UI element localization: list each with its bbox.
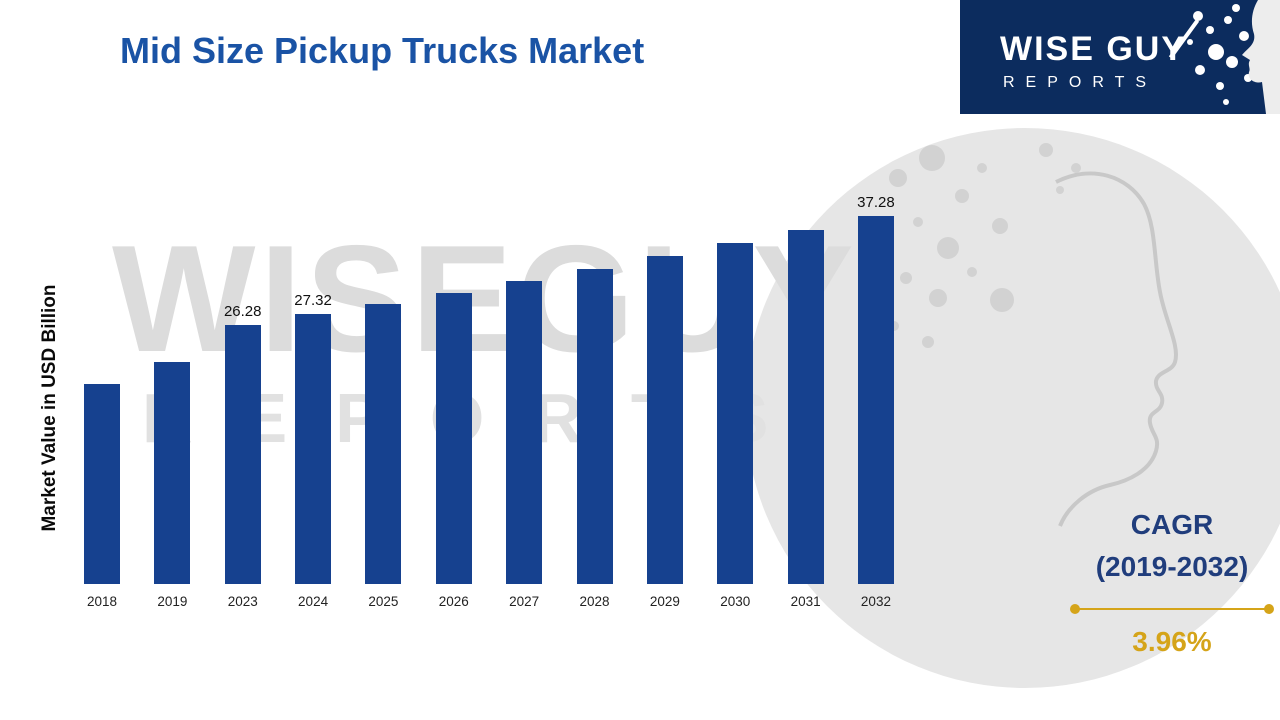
x-axis-tick-label: 2026 bbox=[438, 594, 469, 609]
bar bbox=[224, 325, 261, 584]
wiseguy-logo: WISE GUY REPORTS bbox=[960, 0, 1280, 114]
bar bbox=[435, 293, 472, 584]
dots-pattern bbox=[889, 143, 1081, 348]
bar-chart: 2018 2019 26.28 2023 27.32 2024 2025 2026 2027 20… bbox=[80, 130, 898, 610]
bar bbox=[154, 362, 191, 584]
cagr-value: 3.96% bbox=[1132, 626, 1212, 657]
bar bbox=[365, 304, 402, 584]
bar-column: 2028 bbox=[573, 130, 617, 610]
logo-face-profile-icon bbox=[1242, 0, 1280, 114]
bar-column: 2029 bbox=[643, 130, 687, 610]
bar bbox=[857, 216, 894, 584]
bar-column: 2030 bbox=[713, 130, 757, 610]
y-axis-label: Market Value in USD Billion bbox=[39, 284, 60, 532]
bar-value-label: 27.32 bbox=[294, 292, 332, 309]
x-axis-tick-label: 2023 bbox=[227, 594, 258, 609]
bar bbox=[646, 256, 683, 584]
x-axis-tick-label: 2027 bbox=[509, 594, 540, 609]
bar bbox=[84, 384, 120, 584]
bar bbox=[787, 230, 824, 584]
page-title: Mid Size Pickup Trucks Market bbox=[120, 30, 645, 71]
bar-value-label: 37.28 bbox=[857, 194, 895, 211]
x-axis-tick-label: 2018 bbox=[86, 594, 118, 609]
cagr-block: CAGR (2019-2032) 3.96% bbox=[1070, 508, 1274, 658]
bar bbox=[506, 281, 543, 584]
cagr-divider bbox=[1070, 604, 1274, 614]
bar-column: 26.28 2023 bbox=[221, 130, 265, 610]
bar bbox=[576, 269, 613, 584]
logo-dots-pattern bbox=[1187, 4, 1252, 105]
x-axis-tick-label: 2019 bbox=[157, 594, 188, 609]
cagr-label: CAGR bbox=[1130, 509, 1214, 540]
x-axis-tick-label: 2032 bbox=[860, 594, 891, 609]
bar-value-label: 26.28 bbox=[223, 303, 262, 320]
bar-column: 37.28 2032 bbox=[854, 130, 898, 610]
face-profile-icon bbox=[1055, 171, 1178, 527]
bar-column: 27.32 2024 bbox=[291, 130, 335, 610]
bar-column: 2031 bbox=[784, 130, 828, 610]
x-axis-tick-label: 2031 bbox=[790, 594, 821, 609]
bar bbox=[295, 314, 332, 584]
x-axis-tick-label: 2025 bbox=[368, 594, 399, 609]
logo-subtitle: REPORTS bbox=[1003, 74, 1158, 91]
cagr-range: (2019-2032) bbox=[1095, 551, 1249, 582]
bar-column: 2026 bbox=[432, 130, 476, 610]
logo-art bbox=[1187, 0, 1280, 114]
bar-column: 2019 bbox=[150, 130, 194, 610]
bar-column: 2025 bbox=[361, 130, 405, 610]
x-axis-tick-label: 2028 bbox=[579, 594, 610, 609]
x-axis-tick-label: 2029 bbox=[649, 594, 680, 609]
bar bbox=[717, 243, 754, 584]
logo-wordmark: WISE GUY bbox=[1000, 30, 1187, 68]
bar-column: 2018 bbox=[80, 130, 124, 610]
x-axis-tick-label: 2030 bbox=[720, 594, 751, 609]
x-axis-tick-label: 2024 bbox=[298, 594, 329, 609]
bar-column: 2027 bbox=[502, 130, 546, 610]
